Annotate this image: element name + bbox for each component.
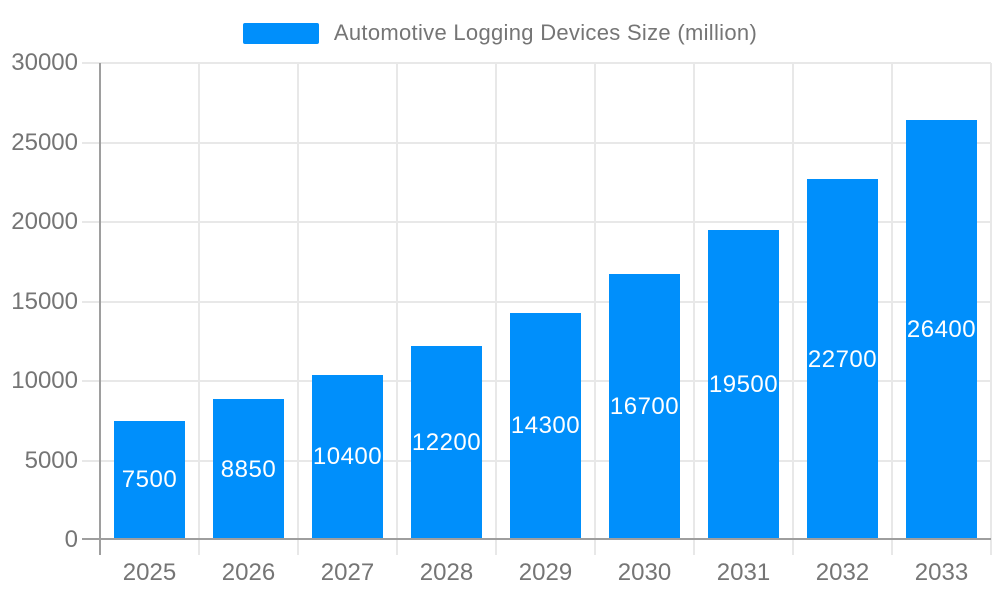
x-axis-line <box>82 538 991 540</box>
x-axis-tick-label: 2027 <box>320 559 375 586</box>
plot-area: 7500 8850 10400 12200 14300 16700 19500 22700 26… <box>82 62 992 555</box>
horizontal-gridline <box>82 300 991 303</box>
bar-value-label: 19500 <box>708 370 779 398</box>
y-axis-line <box>99 63 101 555</box>
bar-2031[interactable]: 19500 <box>708 229 779 540</box>
vertical-gridline <box>297 63 299 555</box>
x-axis-tick-label: 2030 <box>617 559 672 586</box>
x-axis-tick-label: 2031 <box>716 559 771 586</box>
legend-item[interactable]: Automotive Logging Devices Size (million… <box>0 14 1000 52</box>
bar-2028[interactable]: 12200 <box>411 346 482 540</box>
bar-value-label: 12200 <box>411 429 482 457</box>
vertical-gridline <box>891 63 893 555</box>
vertical-gridline <box>792 63 794 555</box>
bar-2033[interactable]: 26400 <box>906 120 977 540</box>
vertical-gridline <box>990 63 992 555</box>
bar-value-label: 16700 <box>609 393 680 421</box>
bar-2025[interactable]: 7500 <box>114 420 185 540</box>
vertical-gridline <box>594 63 596 555</box>
bar-value-label: 26400 <box>906 316 977 344</box>
bar-value-label: 8850 <box>220 455 277 483</box>
vertical-gridline <box>198 63 200 555</box>
y-axis-tick-label: 5000 <box>24 446 78 474</box>
bar-value-label: 22700 <box>807 345 878 373</box>
legend-swatch-icon <box>242 22 319 44</box>
bar-2032[interactable]: 22700 <box>807 179 878 540</box>
y-axis-tick-label: 30000 <box>11 49 78 76</box>
horizontal-gridline <box>82 62 991 64</box>
bar-2026[interactable]: 8850 <box>213 399 284 540</box>
horizontal-gridline <box>82 141 991 144</box>
legend-label: Automotive Logging Devices Size (million… <box>333 20 758 45</box>
horizontal-gridline <box>82 221 991 223</box>
y-axis-tick-label: 0 <box>64 526 78 553</box>
x-axis-tick-label: 2033 <box>914 559 969 586</box>
vertical-gridline <box>495 63 497 555</box>
x-axis-tick-label: 2025 <box>122 559 177 586</box>
x-axis-tick-label: 2026 <box>221 559 276 586</box>
bar-value-label: 7500 <box>121 466 178 494</box>
bar-2027[interactable]: 10400 <box>312 374 383 540</box>
x-axis-tick-label: 2029 <box>518 559 573 586</box>
x-axis-tick-label: 2032 <box>815 559 870 586</box>
y-axis-tick-label: 15000 <box>11 287 78 315</box>
bar-value-label: 10400 <box>312 443 383 471</box>
vertical-gridline <box>693 63 695 555</box>
y-axis-tick-label: 10000 <box>11 367 78 394</box>
x-axis-tick-label: 2028 <box>419 559 474 586</box>
bar-2030[interactable]: 16700 <box>609 274 680 540</box>
bar-2029[interactable]: 14300 <box>510 312 581 540</box>
vertical-gridline <box>396 63 398 555</box>
y-axis-tick-label: 20000 <box>11 208 78 235</box>
bar-value-label: 14300 <box>510 412 581 440</box>
y-axis-tick-label: 25000 <box>11 128 78 156</box>
